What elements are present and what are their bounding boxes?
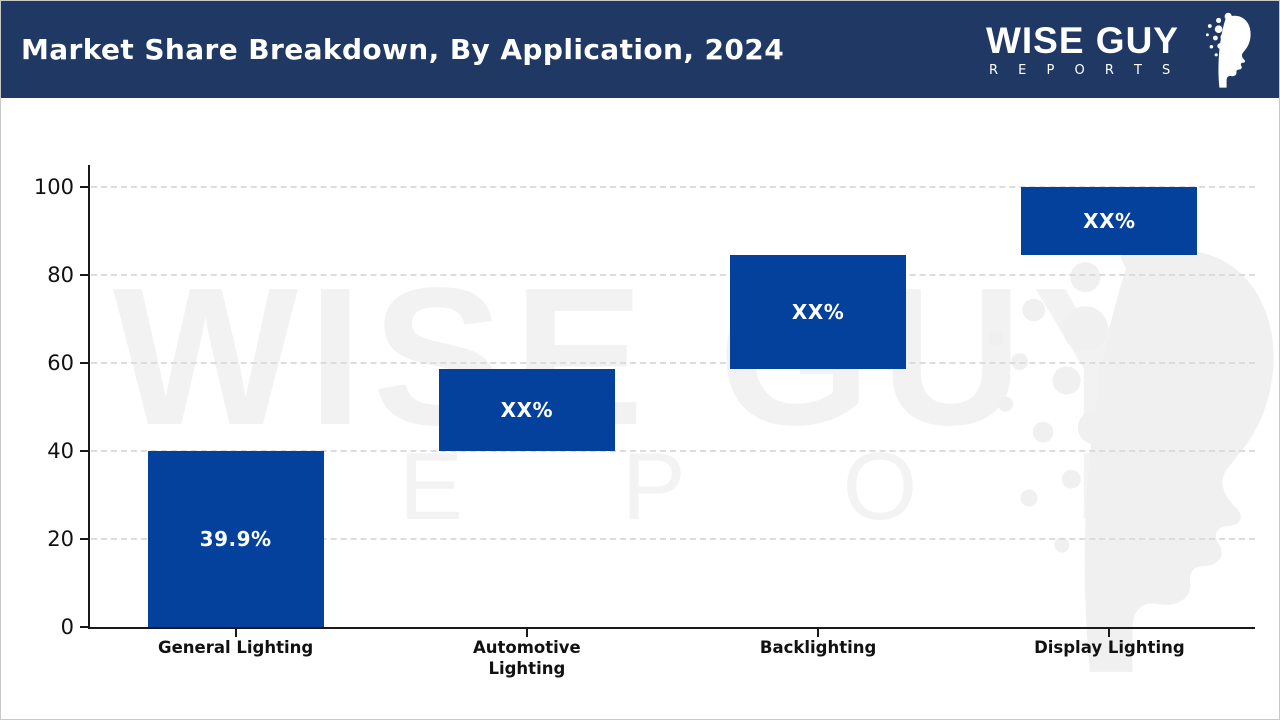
x-tick-mark	[234, 629, 237, 637]
y-tick-mark	[80, 626, 88, 628]
plot-area: 0 20 40 60 80 100 39.9% General Lighting XX% Auto…	[34, 165, 1255, 678]
x-category-label: Display Lighting	[1034, 638, 1185, 657]
logo-subtitle: R E P O R T S	[988, 62, 1179, 78]
y-tick-mark	[80, 274, 88, 276]
x-category-label: General Lighting	[158, 638, 314, 657]
bar-automotive-lighting: XX%	[438, 369, 615, 452]
x-tick-mark	[817, 629, 820, 637]
y-tick-mark	[80, 186, 88, 188]
x-tick-mark	[1108, 629, 1111, 637]
gridline-80	[91, 274, 1255, 276]
x-tick-mark	[525, 629, 528, 637]
y-tick-label: 20	[47, 527, 74, 551]
bar-value-label: XX%	[500, 398, 554, 423]
bar-backlighting: XX%	[730, 254, 907, 370]
gridline-40	[91, 450, 1255, 452]
y-tick-mark	[80, 362, 88, 364]
bar-value-label: XX%	[1083, 208, 1136, 233]
logo-face-icon	[1205, 12, 1251, 88]
y-axis-line	[88, 165, 90, 629]
gridline-60	[91, 362, 1255, 364]
watermark-face-icon	[988, 232, 1274, 672]
gridline-100	[91, 186, 1255, 188]
y-tick-label: 0	[60, 615, 74, 639]
header-bar: Market Share Breakdown, By Application, …	[1, 1, 1279, 98]
bar-value-label: 39.9%	[199, 527, 272, 552]
chart-title: Market Share Breakdown, By Application, …	[21, 33, 785, 66]
y-tick-label: 60	[47, 351, 74, 375]
y-tick-mark	[80, 538, 88, 540]
logo-text: WISE GUY R E P O R T S	[986, 22, 1179, 78]
y-tick-label: 80	[47, 263, 74, 287]
y-tick-label: 40	[47, 439, 74, 463]
logo-wordmark: WISE GUY	[985, 19, 1179, 61]
x-category-label: Backlighting	[759, 638, 877, 657]
x-axis-line	[88, 627, 1255, 629]
bar-general-lighting: 39.9%	[147, 451, 324, 627]
bar-display-lighting: XX%	[1021, 187, 1198, 255]
wise-guy-reports-logo: WISE GUY R E P O R T S	[986, 9, 1253, 91]
y-tick-label: 100	[33, 175, 74, 199]
bar-value-label: XX%	[791, 299, 845, 324]
y-tick-mark	[80, 450, 88, 452]
watermark-wordmark: WISE GUY	[113, 247, 1174, 466]
x-category-label: Automotive Lighting	[472, 638, 581, 679]
gridline-20	[91, 538, 1255, 540]
